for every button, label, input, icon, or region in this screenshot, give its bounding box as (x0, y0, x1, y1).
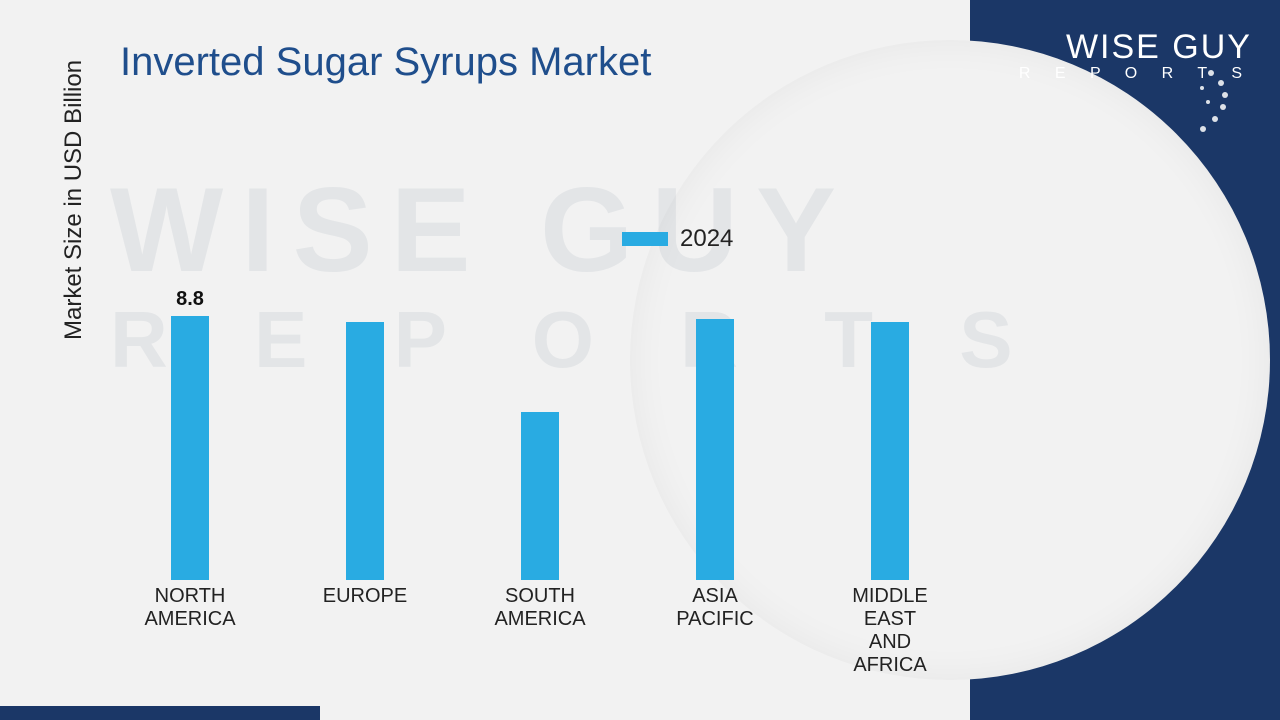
x-category-label: EUROPE (305, 585, 425, 677)
logo-dots-icon (1152, 66, 1232, 146)
bar-group (305, 294, 425, 580)
bottom-accent-bar (0, 706, 320, 720)
chart-canvas: WISE GUY R E P O R T S Inverted Sugar Sy… (0, 0, 1280, 720)
x-category-label: NORTHAMERICA (130, 585, 250, 677)
bar (346, 322, 384, 580)
bar-group: 8.8 (130, 288, 250, 580)
bar (171, 316, 209, 580)
y-axis-label: Market Size in USD Billion (60, 60, 88, 340)
legend: 2024 (622, 225, 733, 253)
bar-value-label: 8.8 (176, 288, 204, 312)
x-axis: NORTHAMERICA EUROPE SOUTHAMERICA ASIAPACIFI… (130, 585, 950, 677)
bar (696, 319, 734, 580)
logo-line1: WISE GUY (1019, 28, 1252, 67)
x-category-label: MIDDLEEASTANDAFRICA (830, 585, 950, 677)
legend-swatch (622, 232, 668, 246)
chart-title: Inverted Sugar Syrups Market (120, 40, 651, 85)
bar-group (830, 294, 950, 580)
right-panel (970, 0, 1280, 720)
bar (521, 412, 559, 580)
x-category-label: SOUTHAMERICA (480, 585, 600, 677)
bar-group (655, 291, 775, 580)
plot-area: 8.8 (130, 280, 950, 580)
bar (871, 322, 909, 580)
bar-group (480, 384, 600, 580)
legend-label: 2024 (680, 225, 733, 253)
x-category-label: ASIAPACIFIC (655, 585, 775, 677)
brand-logo: WISE GUY R E P O R T S (1019, 28, 1252, 83)
bars-container: 8.8 (130, 280, 950, 580)
